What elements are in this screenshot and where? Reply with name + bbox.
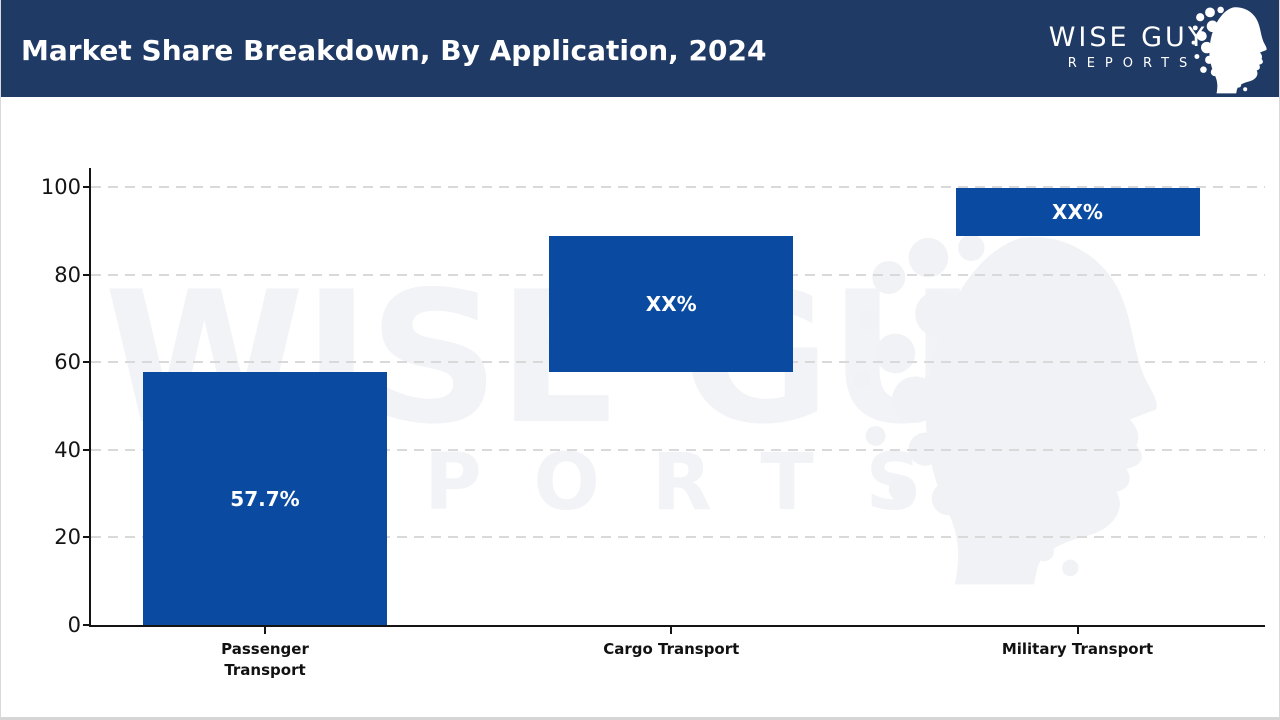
gridline-40 xyxy=(91,448,1265,451)
bar-value-label-cargo-transport: XX% xyxy=(645,292,697,317)
y-tick-label-100: 100 xyxy=(40,175,81,199)
y-tick-100 xyxy=(83,186,91,188)
y-axis xyxy=(89,168,91,627)
header-bar: Market Share Breakdown, By Application, … xyxy=(1,0,1279,97)
y-tick-20 xyxy=(83,536,91,539)
bar-military-transport xyxy=(955,187,1200,237)
bar-value-label-military-transport: XX% xyxy=(1052,199,1103,224)
gridline-20 xyxy=(91,536,1265,539)
y-tick-60 xyxy=(83,361,91,364)
category-label-passenger-transport: Passenger Transport xyxy=(135,639,395,681)
category-label-line: Passenger xyxy=(221,640,309,658)
y-tick-0 xyxy=(83,624,91,626)
x-tick-cargo-transport xyxy=(670,627,673,634)
page-title: Market Share Breakdown, By Application, … xyxy=(21,34,767,67)
category-label-military-transport: Military Transport xyxy=(948,639,1208,660)
category-label-line: Transport xyxy=(224,661,306,679)
x-axis xyxy=(89,625,1265,627)
x-tick-passenger-transport xyxy=(264,627,266,634)
brand-name: WISE GUY xyxy=(1048,22,1208,53)
bar-cargo-transport xyxy=(549,236,794,373)
y-tick-label-20: 20 xyxy=(54,525,81,550)
y-tick-label-60: 60 xyxy=(54,350,81,375)
y-tick-80 xyxy=(83,273,91,276)
bar-passenger-transport xyxy=(143,372,387,625)
brand-subname: REPORTS xyxy=(1067,56,1198,71)
brand-logo: WISE GUY REPORTS xyxy=(1039,22,1217,71)
y-tick-40 xyxy=(83,448,91,451)
category-label-line: Cargo Transport xyxy=(603,640,740,658)
bar-value-label-passenger-transport: 57.7% xyxy=(230,486,300,511)
y-tick-label-0: 0 xyxy=(67,613,81,637)
dotted-head-logo-icon xyxy=(1187,5,1269,95)
y-tick-label-80: 80 xyxy=(54,262,81,287)
category-label-cargo-transport: Cargo Transport xyxy=(541,639,801,660)
gridline-100 xyxy=(91,186,1265,188)
x-tick-military-transport xyxy=(1076,627,1079,634)
y-tick-label-40: 40 xyxy=(54,437,81,462)
category-label-line: Military Transport xyxy=(1001,640,1154,658)
